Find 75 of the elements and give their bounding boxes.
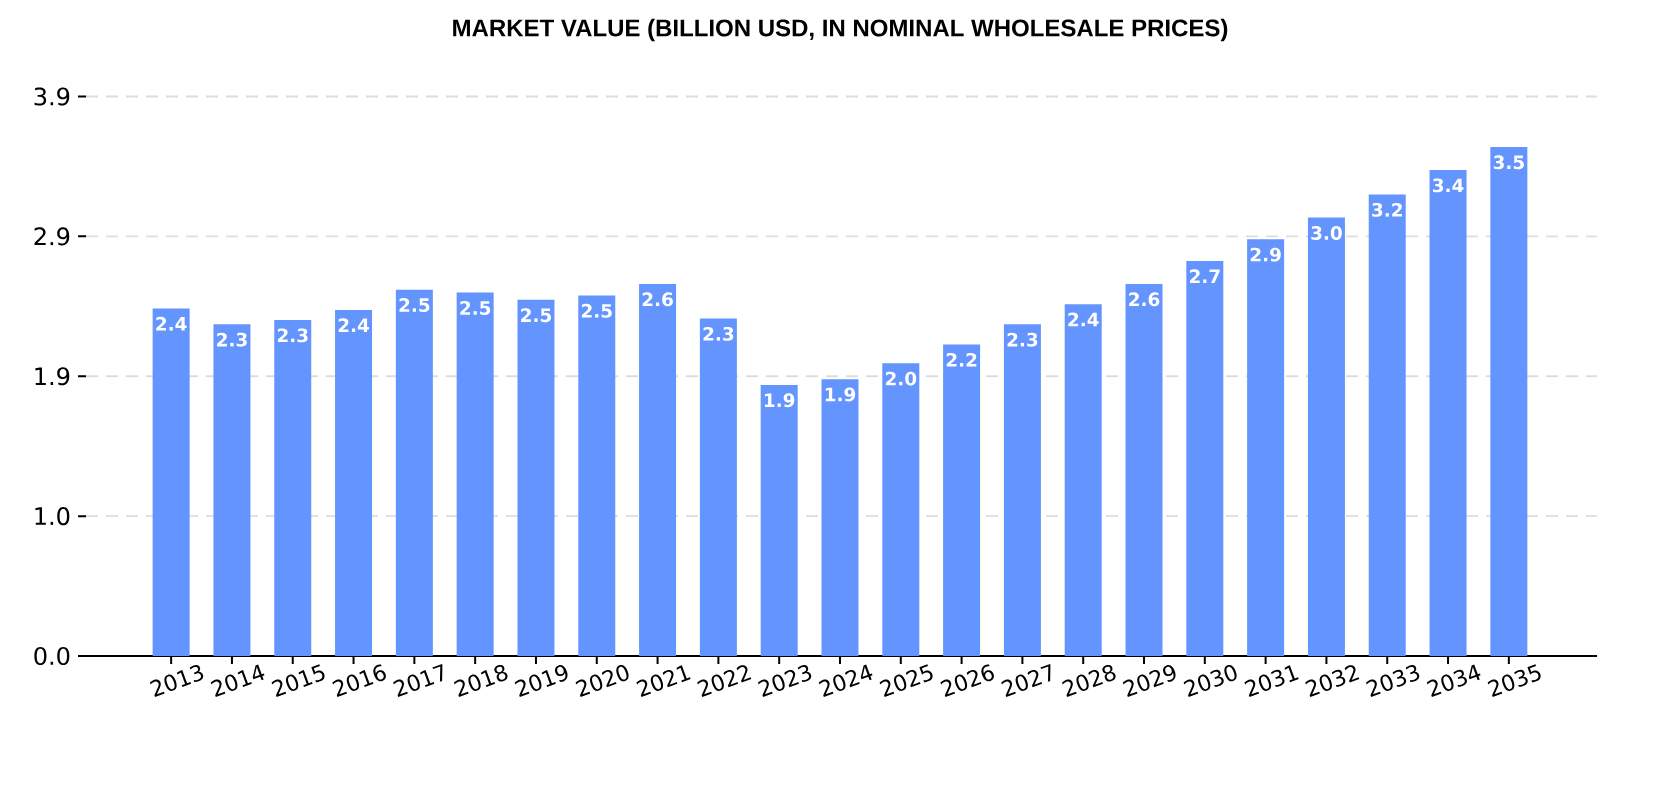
data-label: 2.6 xyxy=(642,292,673,307)
data-label: 2.5 xyxy=(521,308,551,323)
bar xyxy=(395,289,433,656)
bar xyxy=(1125,283,1163,656)
x-tick-label: 2025 xyxy=(879,664,933,697)
bar xyxy=(1490,146,1528,656)
data-label: 2.3 xyxy=(703,326,734,341)
bar xyxy=(152,308,190,656)
bar xyxy=(1064,304,1102,656)
data-label: 2.5 xyxy=(460,300,491,315)
bar xyxy=(943,344,981,656)
bar xyxy=(1368,194,1406,656)
x-tick-label: 2015 xyxy=(271,664,325,697)
x-tick-label: 2034 xyxy=(1426,664,1481,697)
data-label: 2.4 xyxy=(1068,312,1099,327)
x-tick-label: 2030 xyxy=(1183,665,1237,697)
bar xyxy=(1247,239,1285,656)
data-label: 2.6 xyxy=(1129,292,1160,307)
data-label: 3.0 xyxy=(1311,226,1342,240)
x-tick-label: 2018 xyxy=(453,664,508,697)
data-label: 2.4 xyxy=(156,316,187,331)
x-tick-label: 2023 xyxy=(757,665,812,697)
y-tick-label: 2.9 xyxy=(34,227,70,246)
x-tick-label: 2033 xyxy=(1366,665,1420,697)
x-tick-label: 2027 xyxy=(1001,663,1051,697)
data-label: 1.9 xyxy=(764,393,795,408)
x-tick-label: 2035 xyxy=(1487,664,1541,697)
bar xyxy=(1429,170,1467,656)
data-label: 3.2 xyxy=(1372,202,1402,217)
data-label: 2.5 xyxy=(581,303,612,318)
bar xyxy=(699,318,737,656)
bar xyxy=(1003,324,1041,656)
x-tick-label: 2020 xyxy=(575,665,629,697)
x-tick-label: 2029 xyxy=(1122,665,1176,697)
bar xyxy=(274,320,312,656)
bar xyxy=(456,292,494,656)
x-tick-label: 2017 xyxy=(393,663,443,697)
x-tick-label: 2026 xyxy=(940,664,994,697)
data-label: 2.7 xyxy=(1189,269,1220,283)
x-tick-label: 2032 xyxy=(1305,665,1360,697)
data-label: 2.2 xyxy=(946,352,977,367)
bar xyxy=(517,299,555,656)
y-tick-label: 1.9 xyxy=(35,367,70,386)
x-tick-label: 2021 xyxy=(636,665,691,697)
bar xyxy=(760,384,798,656)
bar xyxy=(578,295,616,656)
bar xyxy=(213,324,251,656)
bar xyxy=(335,309,373,656)
y-tick-label: 3.9 xyxy=(34,87,70,106)
data-label: 2.5 xyxy=(399,298,430,313)
data-label: 3.4 xyxy=(1432,178,1464,193)
data-label: 2.3 xyxy=(277,328,308,343)
y-tick-label: 0.0 xyxy=(34,646,70,666)
x-tick-label: 2016 xyxy=(332,664,386,697)
x-tick-label: 2019 xyxy=(514,665,568,697)
data-label: 2.3 xyxy=(217,332,247,347)
bar xyxy=(1307,217,1345,656)
data-label: 2.0 xyxy=(885,371,917,386)
data-label: 3.5 xyxy=(1493,155,1524,170)
data-label: 2.3 xyxy=(1007,332,1038,347)
bar xyxy=(882,363,920,656)
data-label: 2.4 xyxy=(338,318,369,332)
x-tick-label: 2028 xyxy=(1062,664,1116,697)
y-tick-label: 1.0 xyxy=(35,507,70,526)
x-tick-label: 2024 xyxy=(818,664,873,697)
bar xyxy=(1186,260,1224,656)
x-tick-label: 2013 xyxy=(149,665,204,697)
bar xyxy=(639,283,677,656)
chart-title: MARKET VALUE (BILLION USD, IN NOMINAL WHOLESALE PRICES) xyxy=(453,18,1228,42)
x-tick-label: 2022 xyxy=(697,665,752,697)
x-tick-label: 2031 xyxy=(1244,665,1299,697)
data-label: 2.9 xyxy=(1250,247,1281,262)
x-tick-label: 2014 xyxy=(210,664,265,697)
bar xyxy=(821,379,859,656)
data-label: 1.9 xyxy=(825,387,856,402)
